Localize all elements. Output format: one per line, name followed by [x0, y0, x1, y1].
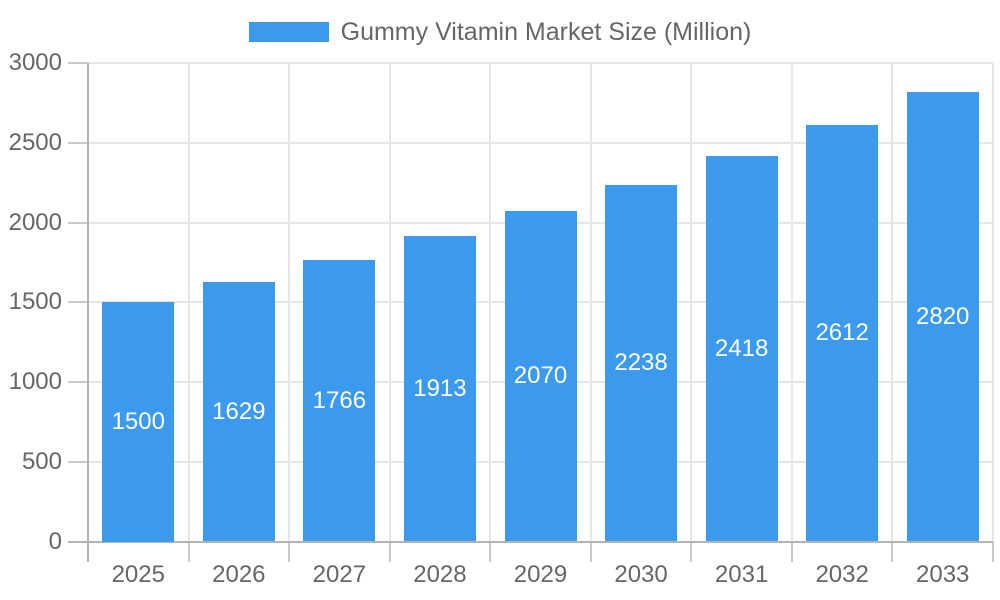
- bar-value-label: 2612: [815, 319, 869, 347]
- gridline-vertical: [992, 63, 994, 542]
- gridline-vertical: [288, 63, 291, 542]
- x-tick-label: 2031: [714, 560, 769, 588]
- bar-value-label: 2820: [916, 302, 970, 330]
- bar-value-label: 1629: [212, 397, 266, 425]
- x-axis-tick-mark: [489, 541, 492, 562]
- gridline-vertical: [589, 63, 592, 542]
- y-tick-label: 0: [48, 527, 62, 555]
- x-tick-label: 2030: [614, 560, 668, 588]
- bar-2030[interactable]: [605, 184, 678, 542]
- x-axis-tick-mark: [891, 541, 894, 562]
- bar-value-label: 2418: [714, 334, 769, 362]
- x-axis-line: [68, 540, 993, 543]
- gridline-vertical: [690, 63, 693, 542]
- gridline-vertical: [489, 63, 492, 542]
- x-axis-tick-mark: [187, 541, 190, 562]
- bar-value-label: 2238: [614, 349, 668, 377]
- y-axis-tick-mark: [68, 381, 88, 383]
- gridline-vertical: [187, 63, 190, 542]
- x-axis-tick-mark: [388, 541, 391, 562]
- bar-value-label: 1500: [111, 407, 165, 435]
- y-axis-tick-mark: [68, 221, 88, 224]
- x-tick-label: 2027: [312, 560, 367, 588]
- bar-value-label: 1766: [312, 386, 367, 414]
- gridline-horizontal: [88, 62, 993, 64]
- x-axis-tick-mark: [288, 541, 291, 562]
- y-tick-label: 2500: [8, 128, 62, 156]
- x-tick-label: 2025: [111, 560, 165, 588]
- x-axis-tick-mark: [87, 541, 89, 562]
- bar-2031[interactable]: [705, 155, 778, 542]
- bar-2025[interactable]: [102, 302, 175, 542]
- bar-value-label: 1913: [413, 374, 467, 402]
- y-axis-tick-mark: [68, 460, 88, 463]
- y-tick-label: 1000: [8, 368, 62, 395]
- bar-2026[interactable]: [202, 281, 275, 542]
- x-axis-tick-mark: [790, 541, 793, 562]
- gridline-vertical: [790, 63, 793, 542]
- x-tick-label: 2026: [212, 560, 266, 588]
- gridline-horizontal: [88, 141, 993, 144]
- y-axis-tick-mark: [68, 141, 88, 144]
- legend-label: Gummy Vitamin Market Size (Million): [340, 18, 752, 46]
- y-tick-label: 1500: [8, 288, 62, 316]
- bar-2028[interactable]: [403, 236, 476, 542]
- legend-swatch: [248, 22, 329, 42]
- bar-value-label: 2070: [513, 362, 568, 390]
- gridline-vertical: [891, 63, 894, 542]
- x-axis-tick-mark: [992, 541, 994, 562]
- bar-2029[interactable]: [504, 211, 577, 542]
- x-tick-label: 2032: [815, 560, 869, 588]
- x-tick-label: 2033: [916, 560, 970, 588]
- x-axis-tick-mark: [589, 541, 592, 562]
- bar-2033[interactable]: [906, 91, 979, 542]
- gridline-vertical: [388, 63, 391, 542]
- x-tick-label: 2029: [513, 560, 568, 588]
- bar-2027[interactable]: [303, 259, 376, 542]
- bar-2032[interactable]: [806, 124, 879, 542]
- legend-item[interactable]: Gummy Vitamin Market Size (Million): [0, 16, 1000, 48]
- y-axis-tick-mark: [68, 301, 88, 304]
- y-tick-label: 3000: [8, 49, 62, 76]
- y-tick-label: 500: [21, 447, 62, 475]
- y-tick-label: 2000: [8, 208, 62, 236]
- y-axis-tick-mark: [68, 62, 88, 64]
- x-tick-label: 2028: [413, 560, 467, 588]
- y-axis-line: [87, 63, 89, 542]
- x-axis-tick-mark: [690, 541, 693, 562]
